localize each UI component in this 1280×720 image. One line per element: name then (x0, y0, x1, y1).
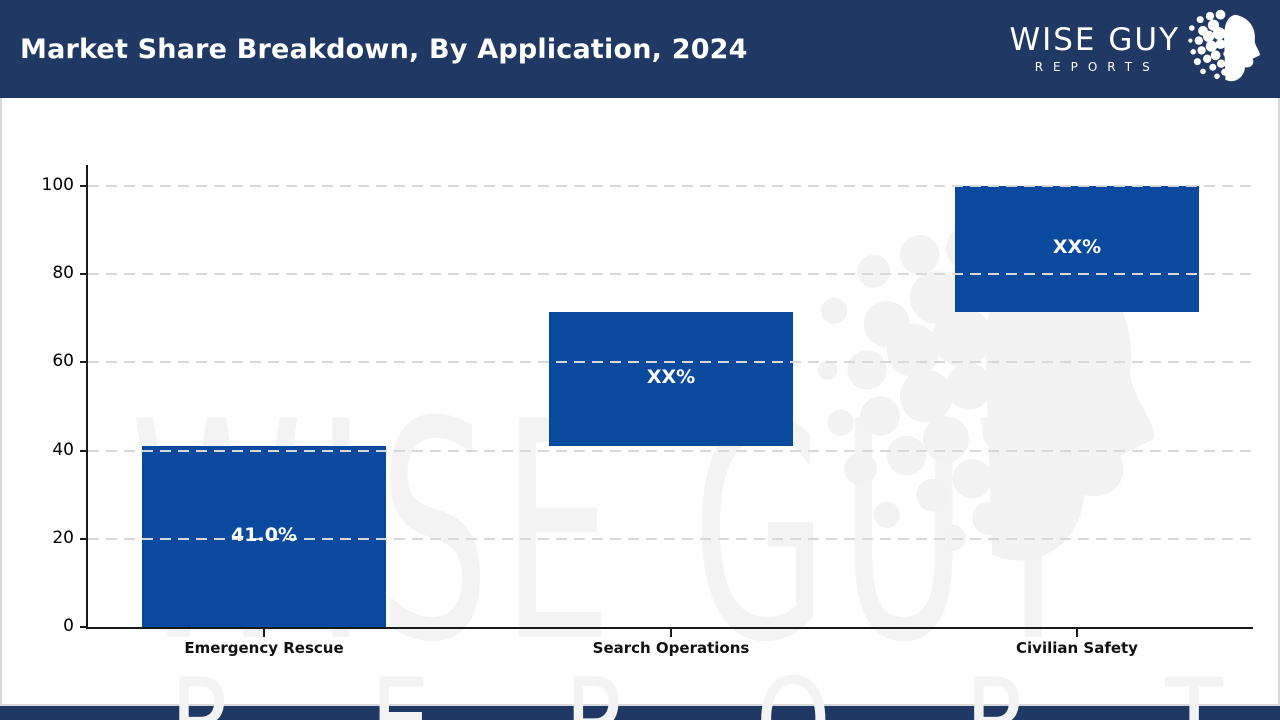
y-tick-label-40: 40 (52, 439, 74, 460)
x-tick-1 (670, 629, 672, 637)
wise-guy-reports-logo: WISE GUY REPORTS (1009, 7, 1266, 91)
bar-value-label-0: 41.0% (231, 523, 297, 546)
y-tick-label-100: 100 (41, 175, 74, 195)
gridline-80 (88, 273, 1253, 276)
y-tick-40 (80, 449, 88, 452)
gridline-20 (88, 537, 1253, 540)
bar-0 (142, 446, 386, 627)
x-category-label-2: Civilian Safety (1016, 639, 1138, 657)
y-axis-line (86, 165, 88, 628)
header-bar: Market Share Breakdown, By Application, … (0, 0, 1280, 98)
x-tick-2 (1076, 629, 1078, 637)
y-tick-label-0: 0 (63, 616, 74, 636)
footer-bar (0, 706, 1280, 720)
y-tick-60 (80, 361, 88, 364)
y-tick-label-20: 20 (52, 527, 74, 548)
y-tick-100 (80, 185, 88, 187)
gridline-60 (88, 361, 1253, 364)
y-tick-20 (80, 537, 88, 540)
y-tick-label-80: 80 (52, 263, 74, 284)
x-tick-0 (263, 629, 265, 637)
bar-value-label-2: XX% (1052, 235, 1102, 258)
gridline-40 (88, 449, 1253, 452)
page-title: Market Share Breakdown, By Application, … (20, 33, 748, 65)
logo-text: WISE GUY REPORTS (1009, 22, 1180, 74)
y-tick-0 (80, 626, 88, 628)
y-tick-label-60: 60 (52, 351, 74, 372)
gridline-100 (88, 185, 1253, 187)
bar-2 (955, 186, 1199, 312)
x-axis-line (86, 627, 1253, 629)
watermark-subtext: R E P O R T S (170, 654, 1280, 720)
logo-wordmark: WISE GUY (1009, 22, 1180, 58)
bar-value-label-1: XX% (646, 365, 696, 388)
x-category-label-1: Search Operations (592, 639, 750, 657)
logo-dotted-head-icon (1188, 9, 1260, 82)
y-tick-80 (80, 273, 88, 276)
x-category-label-0: Emergency Rescue (184, 639, 344, 657)
bar-1 (549, 311, 793, 447)
logo-subtext: REPORTS (1034, 60, 1160, 74)
